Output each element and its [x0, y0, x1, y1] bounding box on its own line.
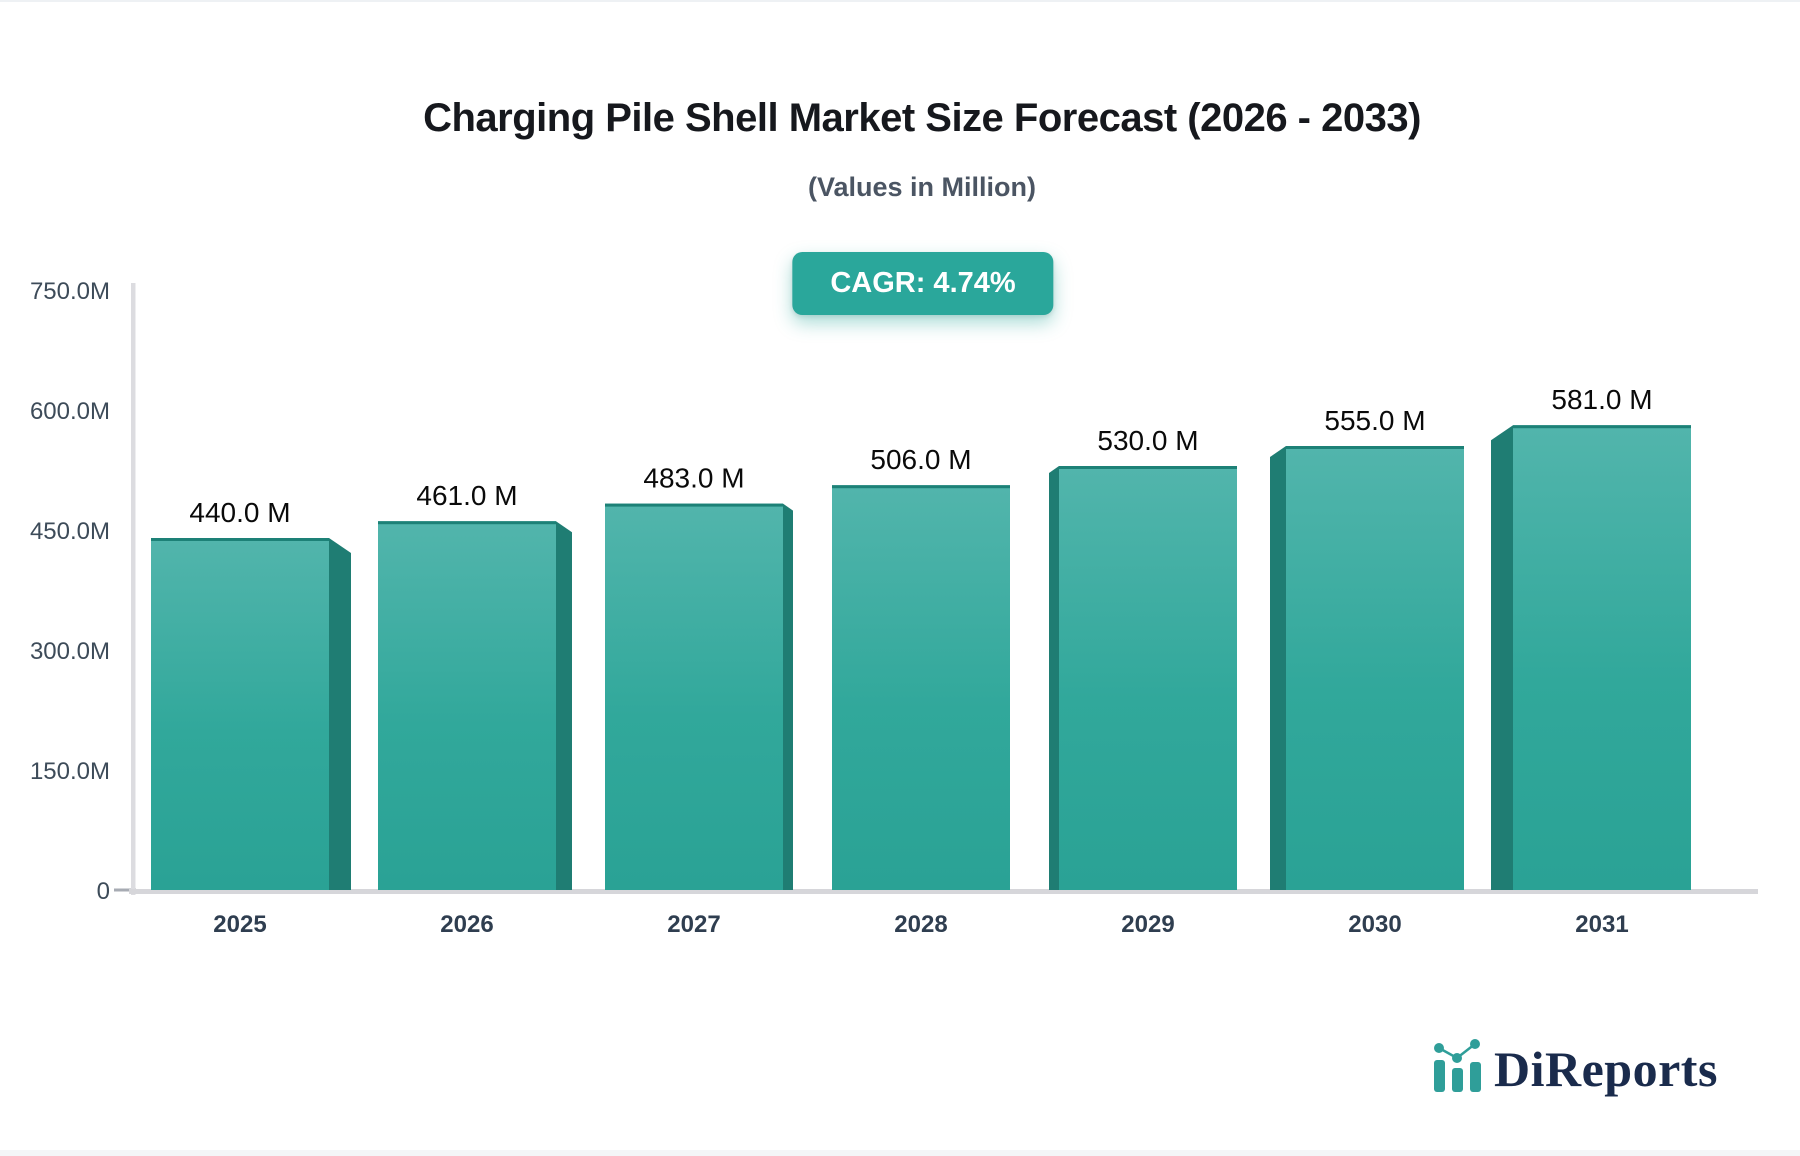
bar-top-edge — [1059, 466, 1237, 469]
bar-side-face — [1049, 466, 1059, 890]
bottom-divider — [0, 1150, 1800, 1156]
y-tick-label: 450.0M — [30, 518, 110, 545]
x-tick-label: 2026 — [440, 911, 493, 938]
bar-top-edge — [1513, 425, 1691, 429]
x-tick-label: 2031 — [1575, 911, 1628, 938]
x-tick-label: 2027 — [667, 911, 720, 938]
chart-title: Charging Pile Shell Market Size Forecast… — [423, 96, 1421, 140]
y-tick-label: 300.0M — [30, 638, 110, 665]
bar-side-face — [783, 503, 793, 890]
y-axis-line — [131, 283, 136, 895]
bar-top-edge — [1286, 446, 1464, 449]
bar-top-edge — [832, 485, 1010, 489]
y-tick-label: 750.0M — [30, 278, 110, 305]
bar-value-label: 555.0 M — [1324, 405, 1425, 436]
bar-front-face — [1513, 425, 1691, 890]
bar-front-face — [1286, 446, 1464, 890]
x-tick-label: 2030 — [1348, 911, 1401, 938]
x-axis-line — [129, 889, 1758, 894]
cagr-badge: CAGR: 4.74% — [792, 252, 1054, 315]
x-tick-label: 2025 — [213, 911, 266, 938]
bar-side-face — [1491, 425, 1513, 890]
bar-value-label: 440.0 M — [189, 497, 290, 528]
brand-logo: DiReports — [1432, 1036, 1718, 1094]
bar-front-face — [1059, 466, 1237, 890]
bar-top-edge — [605, 503, 783, 507]
y-tick-label: 600.0M — [30, 398, 110, 425]
y-tick-label: 0 — [97, 878, 110, 905]
bar-value-label: 506.0 M — [870, 444, 971, 475]
brand-logo-text: DiReports — [1494, 1041, 1718, 1097]
top-divider — [0, 0, 1800, 2]
x-tick-label: 2029 — [1121, 911, 1174, 938]
bar-side-face — [556, 521, 572, 890]
x-tick-label: 2028 — [894, 911, 947, 938]
bar-value-label: 483.0 M — [643, 463, 744, 494]
y-zero-tick-mark — [114, 888, 136, 892]
chart-subtitle: (Values in Million) — [807, 172, 1037, 202]
bar-value-label: 461.0 M — [416, 480, 517, 511]
bar-front-face — [605, 503, 783, 890]
bar-value-label: 530.0 M — [1097, 425, 1198, 456]
bar-top-edge — [151, 538, 329, 541]
bar-side-face — [329, 538, 351, 890]
bar-front-face — [832, 485, 1010, 890]
bar-front-face — [151, 538, 329, 890]
bar-top-edge — [378, 521, 556, 525]
bar-value-label: 581.0 M — [1551, 384, 1652, 415]
y-tick-label: 150.0M — [30, 758, 110, 785]
bar-side-face — [1270, 446, 1286, 890]
bar-front-face — [378, 521, 556, 890]
bar-line-chart-icon — [1434, 1039, 1481, 1092]
